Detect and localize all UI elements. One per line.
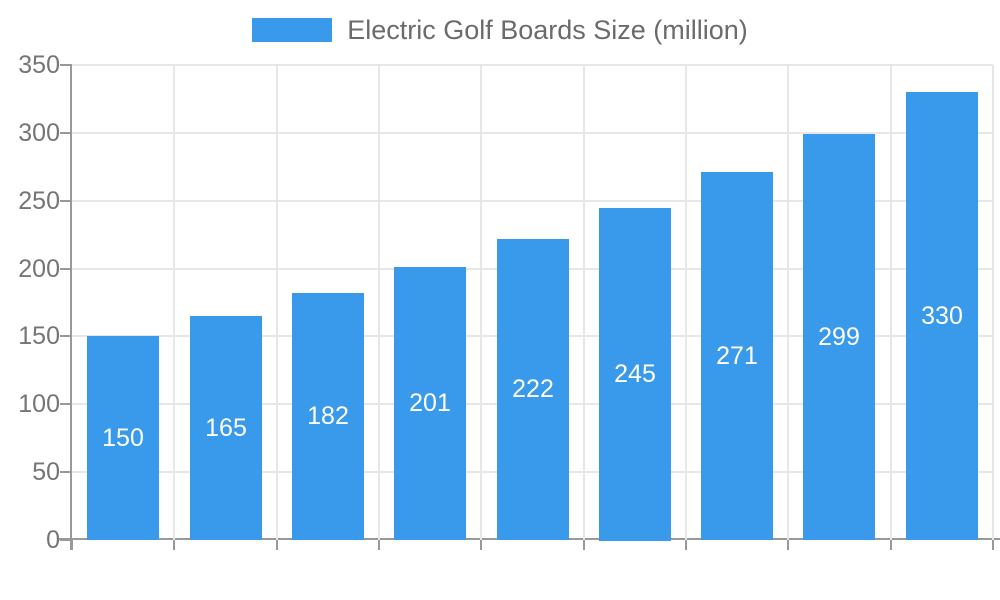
x-axis-tick	[992, 540, 994, 550]
bar-value-label: 330	[921, 301, 963, 330]
bar[interactable]: 299	[803, 134, 875, 540]
bar[interactable]: 165	[190, 316, 262, 540]
y-axis-tick	[60, 539, 72, 541]
plot-area: 0501001502002503003501502025165202618220…	[18, 53, 994, 553]
y-tick-label: 50	[32, 458, 60, 487]
gridline-vertical	[480, 65, 483, 540]
bar-value-label: 271	[716, 341, 758, 370]
x-axis-tick	[378, 540, 380, 550]
gridline-vertical	[787, 65, 790, 540]
y-tick-label: 300	[18, 118, 60, 147]
gridline-horizontal	[72, 64, 993, 66]
y-axis-tick	[60, 471, 72, 474]
chart-legend[interactable]: Electric Golf Boards Size (million)	[0, 14, 1000, 46]
gridline-vertical	[889, 65, 892, 540]
x-axis-tick	[685, 540, 687, 550]
y-axis-tick	[60, 403, 72, 406]
x-axis-tick	[71, 540, 73, 550]
bar-value-label: 299	[818, 322, 860, 351]
x-axis-tick	[582, 540, 585, 550]
gridline-vertical	[582, 65, 585, 540]
bar[interactable]: 330	[906, 92, 978, 540]
gridline-vertical	[275, 65, 278, 540]
x-axis-tick	[173, 540, 176, 550]
y-tick-label: 0	[46, 526, 60, 554]
bar[interactable]: 150	[87, 336, 159, 540]
gridline-horizontal	[72, 199, 993, 202]
x-axis-tick	[889, 540, 892, 550]
y-axis-tick	[60, 335, 72, 338]
y-axis-tick	[60, 267, 72, 270]
y-axis-tick	[60, 131, 72, 134]
y-tick-label: 100	[18, 390, 60, 419]
y-tick-label: 250	[18, 186, 60, 215]
y-tick-label: 150	[18, 322, 60, 351]
bar-value-label: 201	[409, 389, 451, 417]
gridline-horizontal	[72, 131, 993, 134]
y-tick-label: 200	[18, 254, 60, 283]
bar-value-label: 245	[614, 360, 656, 388]
y-axis-line	[70, 65, 72, 550]
bar[interactable]: 182	[292, 293, 364, 540]
gridline-vertical	[378, 65, 380, 540]
bar-value-label: 165	[205, 413, 247, 442]
legend-label: Electric Golf Boards Size (million)	[347, 14, 748, 45]
bar-value-label: 150	[102, 423, 144, 452]
gridline-vertical	[173, 65, 176, 540]
y-axis-tick	[60, 64, 72, 66]
bar[interactable]: 271	[701, 172, 773, 540]
y-axis-tick	[60, 199, 72, 202]
legend-swatch	[252, 18, 333, 42]
bar-value-label: 182	[307, 402, 349, 430]
bar[interactable]: 201	[394, 267, 466, 540]
gridline-vertical	[685, 65, 687, 540]
bar[interactable]: 222	[497, 239, 569, 540]
gridline-vertical	[992, 65, 994, 540]
x-axis-tick	[275, 540, 278, 550]
bar[interactable]: 245	[599, 208, 671, 541]
x-axis-tick	[787, 540, 790, 550]
bar-value-label: 222	[512, 375, 554, 403]
y-tick-label: 350	[18, 51, 60, 79]
x-axis-tick	[480, 540, 483, 550]
